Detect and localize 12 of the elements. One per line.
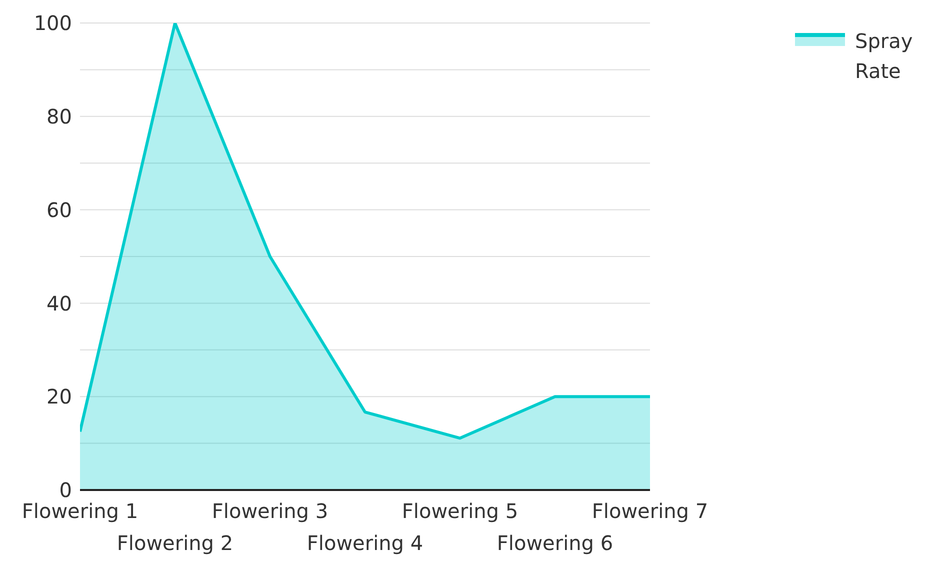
y-tick-label: 80 (46, 104, 72, 128)
x-tick-label: Flowering 2 (116, 531, 234, 555)
y-tick-label: 100 (34, 11, 72, 36)
x-tick-label: Flowering 3 (212, 499, 328, 523)
x-tick-label: Flowering 6 (496, 531, 614, 555)
x-tick-label: Flowering 5 (402, 499, 518, 523)
y-tick-label: 60 (46, 198, 72, 222)
y-tick-label: 20 (46, 384, 72, 409)
x-tick-label: Flowering 7 (592, 499, 708, 523)
legend-label: Spray Rate (855, 28, 914, 85)
x-tick-label: Flowering 4 (306, 531, 424, 555)
y-tick-label: 40 (46, 291, 72, 316)
